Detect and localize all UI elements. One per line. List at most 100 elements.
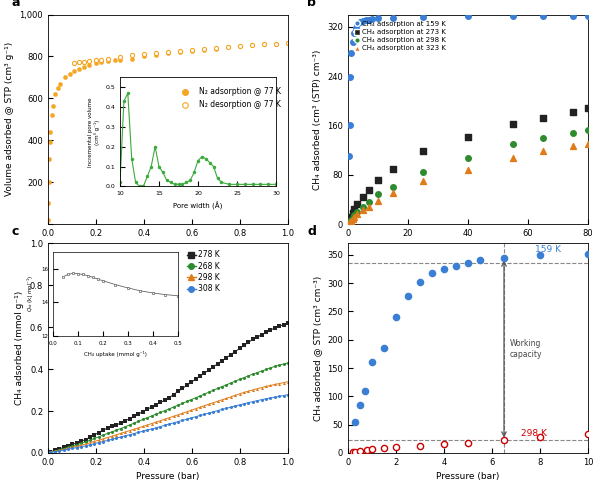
Y-axis label: Volume adsorbed @ STP (cm³ g⁻¹): Volume adsorbed @ STP (cm³ g⁻¹) [5,42,14,196]
Point [538,148,548,155]
Point [373,15,383,22]
X-axis label: Pressure (bar): Pressure (bar) [136,472,200,481]
Point [568,12,578,20]
Point [360,387,370,394]
Point [418,13,428,21]
Point [379,444,389,452]
Point [348,214,358,222]
Point [391,443,401,450]
Point [367,445,377,453]
X-axis label: Pressure (bar): Pressure (bar) [436,472,500,481]
Point [373,176,383,184]
Point [344,152,354,160]
Point [346,215,355,223]
Point [415,442,425,450]
Point [538,12,548,20]
Point [364,198,374,206]
Point [439,441,449,449]
Point [367,358,377,366]
Point [367,15,377,23]
Point [538,134,548,142]
Y-axis label: CH₄ adsorbed (mmol g⁻¹): CH₄ adsorbed (mmol g⁻¹) [16,291,25,405]
Point [463,439,473,447]
Point [373,190,383,198]
Point [379,344,389,352]
Point [583,104,593,112]
Point [508,153,518,161]
Point [391,313,401,321]
Point [463,13,473,20]
Point [344,219,354,226]
Legend: CH₄ adsorption at 159 K, CH₄ adsorption at 273 K, CH₄ adsorption at 298 K, CH₄ a: CH₄ adsorption at 159 K, CH₄ adsorption … [352,18,449,54]
Point [344,219,354,226]
Point [346,217,355,225]
Point [508,13,518,20]
Point [346,49,356,56]
Point [388,165,398,172]
Point [346,74,355,81]
Point [439,265,449,273]
Point [350,24,360,32]
Point [463,260,473,267]
Legend: 278 K, 268 K, 298 K, 308 K: 278 K, 268 K, 298 K, 308 K [184,247,223,296]
Point [352,201,362,208]
Point [535,251,545,259]
Point [451,262,461,270]
Text: 159 K: 159 K [535,245,561,254]
Point [344,220,354,227]
Legend: N₂ adsorption @ 77 K, N₂ desorption @ 77 K: N₂ adsorption @ 77 K, N₂ desorption @ 77… [175,84,284,112]
X-axis label: Relative pressure (P/P₀): Relative pressure (P/P₀) [115,244,221,252]
Point [508,140,518,148]
Point [583,250,593,258]
Point [568,143,578,150]
Point [475,257,485,264]
Point [349,213,359,221]
Point [348,215,358,223]
Text: d: d [307,225,316,238]
Text: b: b [307,0,316,9]
Point [388,14,398,21]
Point [418,177,428,185]
Point [415,278,425,286]
Point [352,210,362,218]
Point [418,168,428,176]
Point [373,197,383,205]
Point [568,129,578,137]
Point [346,217,356,225]
Y-axis label: CH₄ adsorbed @ STP (cm³ cm⁻³): CH₄ adsorbed @ STP (cm³ cm⁻³) [313,276,322,421]
Point [508,120,518,128]
Point [362,446,372,454]
Point [344,218,354,226]
Text: c: c [12,225,19,238]
Point [349,29,359,37]
Point [348,209,358,217]
Point [499,436,509,444]
Point [538,114,548,122]
Point [499,254,509,262]
Point [535,433,545,441]
Point [463,132,473,140]
Point [583,140,593,148]
X-axis label: Pressure (bar): Pressure (bar) [436,244,500,252]
Point [364,16,374,23]
Point [350,418,360,426]
Point [355,401,365,409]
Point [364,203,374,211]
Point [350,448,360,456]
Point [349,211,359,219]
Point [463,153,473,161]
Point [568,108,578,116]
Point [403,292,413,300]
Point [418,148,428,155]
Point [361,16,371,24]
Text: a: a [12,0,20,9]
Y-axis label: CH₄ adsorbed (cm³ (STP) cm⁻³): CH₄ adsorbed (cm³ (STP) cm⁻³) [313,49,322,189]
Point [344,217,354,225]
Point [364,186,374,194]
Point [355,448,365,455]
Point [358,203,368,211]
Point [346,218,355,225]
Point [352,20,362,28]
Point [388,189,398,197]
Point [346,216,356,224]
